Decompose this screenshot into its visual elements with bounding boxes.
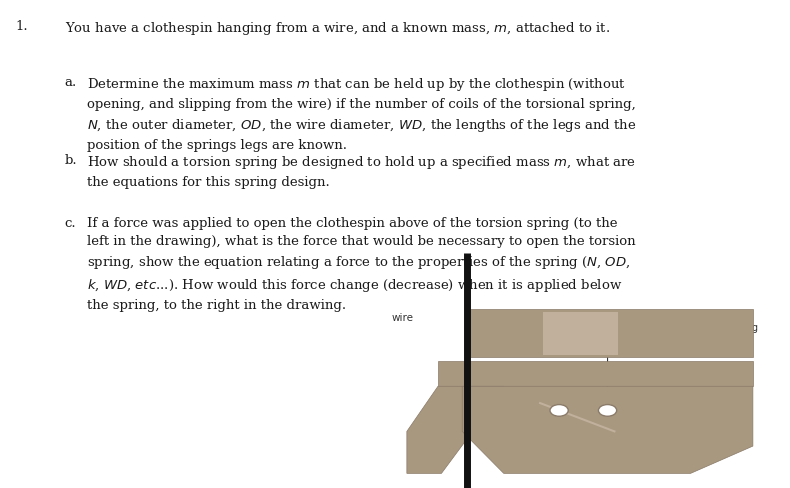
Polygon shape: [407, 386, 504, 473]
Text: wire: wire: [392, 313, 414, 323]
Polygon shape: [438, 361, 753, 386]
Circle shape: [599, 405, 616, 416]
Text: You have a clothespin hanging from a wire, and a known mass, $m$, attached to it: You have a clothespin hanging from a wir…: [65, 20, 610, 37]
Text: Determine the maximum mass $m$ that can be held up by the clothespin (without
op: Determine the maximum mass $m$ that can …: [88, 76, 637, 152]
Text: b.: b.: [65, 154, 77, 167]
Polygon shape: [462, 386, 753, 473]
Polygon shape: [468, 309, 753, 357]
Text: c.: c.: [65, 217, 77, 230]
Text: a.: a.: [65, 76, 77, 89]
Text: 1.: 1.: [15, 20, 28, 33]
Text: If a force was applied to open the clothespin above of the torsion spring (to th: If a force was applied to open the cloth…: [88, 217, 636, 312]
Text: How should a torsion spring be designed to hold up a specified mass $m$, what ar: How should a torsion spring be designed …: [88, 154, 637, 189]
Polygon shape: [542, 311, 618, 355]
Text: Number of coils of Torsion Spring: Number of coils of Torsion Spring: [597, 323, 758, 333]
Text: Length of legs: Length of legs: [566, 338, 635, 347]
Circle shape: [551, 405, 567, 416]
